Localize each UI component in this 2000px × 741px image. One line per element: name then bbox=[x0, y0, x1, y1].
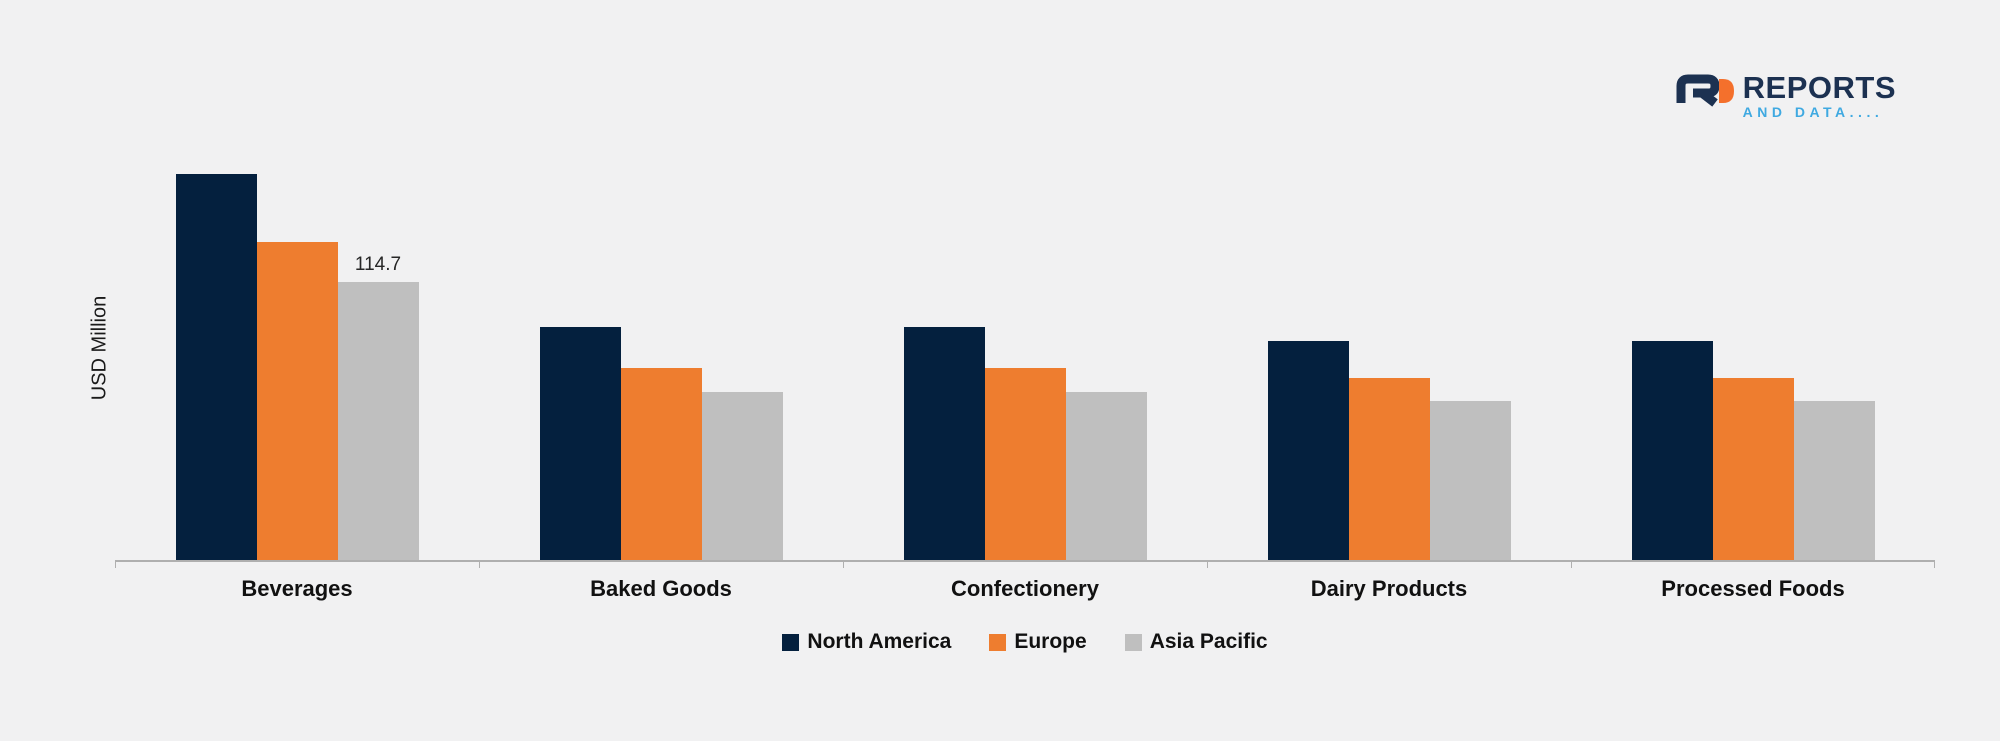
bar-north-america-confectionery bbox=[903, 327, 985, 560]
legend-item-north-america: North America bbox=[782, 630, 951, 654]
rd-logo-icon bbox=[1676, 74, 1734, 107]
bar-slot-europe bbox=[620, 367, 702, 560]
bar-europe-beverages bbox=[256, 241, 338, 560]
bar-north-america-baked-goods bbox=[539, 327, 621, 560]
category-group-confectionery: Confectionery bbox=[843, 140, 1207, 601]
bars-row bbox=[539, 140, 783, 560]
logo-wordmark: REPORTS AND DATA.... bbox=[1743, 72, 1896, 120]
bar-slot-asia-pacific bbox=[1065, 392, 1147, 560]
axis-tick bbox=[1207, 560, 1208, 568]
bar-slot-europe bbox=[1348, 378, 1430, 560]
legend-label: Europe bbox=[1014, 630, 1087, 653]
category-group-baked-goods: Baked Goods bbox=[479, 140, 843, 601]
bar-slot-europe bbox=[1712, 378, 1794, 560]
bars-row bbox=[1631, 140, 1875, 560]
category-group-processed-foods: Processed Foods bbox=[1571, 140, 1935, 601]
legend-swatch-icon bbox=[1124, 633, 1142, 651]
bars-row bbox=[1267, 140, 1511, 560]
bar-asia-pacific-processed-foods bbox=[1793, 401, 1875, 560]
legend-label: North America bbox=[807, 630, 952, 653]
category-label-baked-goods: Baked Goods bbox=[590, 576, 732, 601]
bar-slot-north-america bbox=[539, 327, 621, 560]
y-axis-title: USD Million bbox=[88, 295, 111, 401]
legend-label: Asia Pacific bbox=[1149, 630, 1268, 653]
bars-row bbox=[903, 140, 1147, 560]
bar-slot-north-america bbox=[1267, 341, 1349, 560]
axis-tick bbox=[1571, 560, 1572, 568]
reports-and-data-logo: REPORTS AND DATA.... bbox=[1673, 72, 1896, 120]
bar-slot-north-america bbox=[903, 327, 985, 560]
bar-slot-asia-pacific bbox=[1429, 400, 1511, 560]
legend-item-asia-pacific: Asia Pacific bbox=[1124, 630, 1268, 654]
axis-tick bbox=[479, 560, 480, 568]
bar-slot-north-america bbox=[1631, 341, 1713, 560]
legend: North America Europe Asia Pacific bbox=[115, 630, 1935, 654]
axis-tick bbox=[1934, 560, 1935, 568]
category-group-dairy-products: Dairy Products bbox=[1207, 140, 1571, 601]
bar-asia-pacific-beverages bbox=[337, 281, 419, 560]
bar-asia-pacific-baked-goods bbox=[701, 392, 783, 560]
bar-europe-baked-goods bbox=[620, 367, 702, 560]
bar-north-america-beverages bbox=[175, 174, 257, 560]
category-label-confectionery: Confectionery bbox=[951, 576, 1099, 601]
bar-europe-processed-foods bbox=[1712, 378, 1794, 560]
bar-slot-asia-pacific: 114.7 bbox=[337, 253, 419, 560]
axis-tick bbox=[843, 560, 844, 568]
bar-europe-confectionery bbox=[984, 367, 1066, 560]
legend-swatch-icon bbox=[989, 633, 1007, 651]
bar-europe-dairy-products bbox=[1348, 378, 1430, 560]
data-label-asia-pacific-beverages: 114.7 bbox=[354, 253, 402, 275]
bar-slot-north-america bbox=[175, 174, 257, 560]
logo-reports-text: REPORTS bbox=[1742, 70, 1896, 105]
legend-item-europe: Europe bbox=[989, 630, 1087, 654]
bar-asia-pacific-dairy-products bbox=[1429, 400, 1511, 560]
logo-anddata-text: AND DATA.... bbox=[1742, 104, 1884, 120]
bar-north-america-processed-foods bbox=[1631, 341, 1713, 560]
bar-slot-asia-pacific bbox=[1793, 401, 1875, 560]
legend-swatch-icon bbox=[782, 633, 800, 651]
bar-slot-europe bbox=[256, 241, 338, 560]
bar-asia-pacific-confectionery bbox=[1065, 392, 1147, 560]
category-label-beverages: Beverages bbox=[241, 576, 353, 601]
bar-slot-asia-pacific bbox=[701, 392, 783, 560]
bar-north-america-dairy-products bbox=[1267, 341, 1349, 560]
plot-area: 114.7 Beverages Baked Goods Confectionery Da… bbox=[115, 140, 1935, 601]
axis-tick bbox=[115, 560, 116, 568]
category-label-processed-foods: Processed Foods bbox=[1661, 576, 1845, 601]
bar-slot-europe bbox=[984, 367, 1066, 560]
category-label-dairy-products: Dairy Products bbox=[1310, 576, 1468, 601]
category-group-beverages: 114.7 Beverages bbox=[115, 140, 479, 601]
bars-row: 114.7 bbox=[175, 140, 419, 560]
